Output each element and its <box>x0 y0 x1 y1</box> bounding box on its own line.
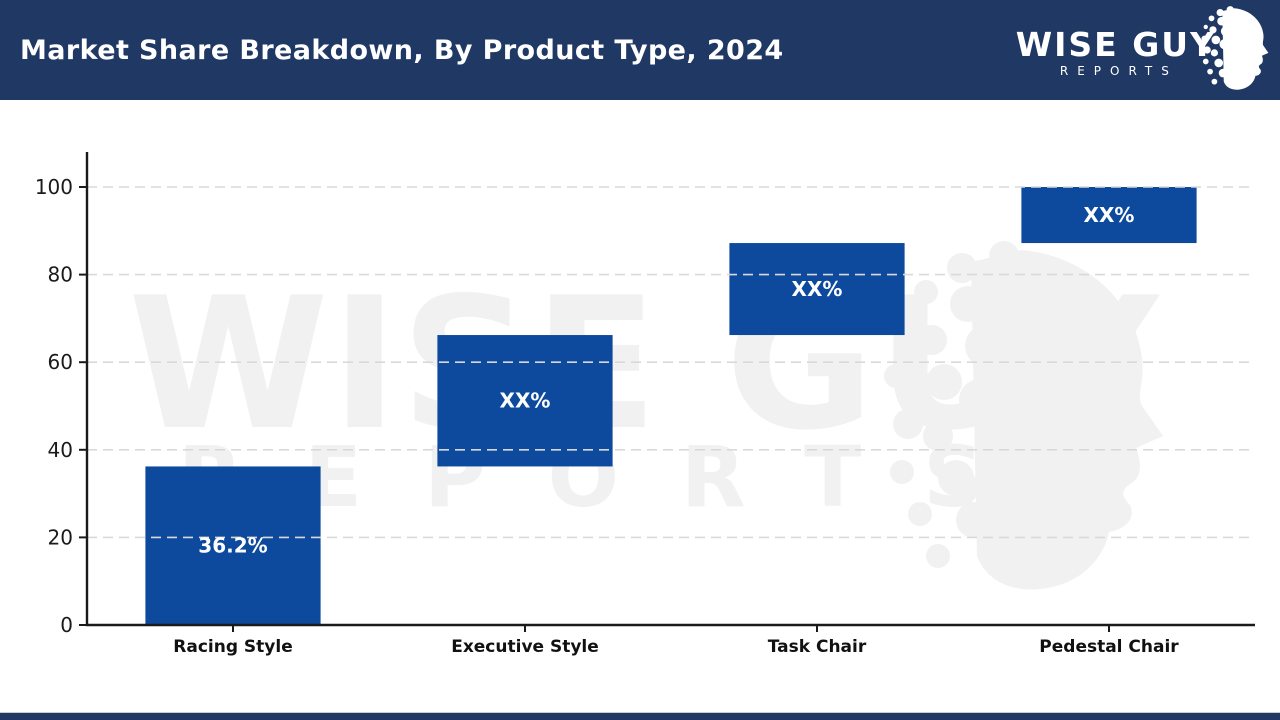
footer-hairline <box>0 712 1280 713</box>
y-tick-label-40: 40 <box>48 438 73 462</box>
bar-value-label: XX% <box>500 389 551 413</box>
logo-wordmark: WISE GUY <box>1015 25 1216 65</box>
y-tick-label-20: 20 <box>48 525 73 549</box>
x-axis-category-label: Racing Style <box>173 637 292 657</box>
bar-task-chair <box>729 243 905 336</box>
bar-executive-style <box>437 335 613 467</box>
logo-text: WISE GUY REPORTS <box>1016 28 1216 78</box>
header-bar: Market Share Breakdown, By Product Type,… <box>0 0 1280 100</box>
bar-pedestal-chair <box>1021 187 1197 244</box>
logo-subtitle: REPORTS <box>1059 63 1178 78</box>
bar-racing-style <box>145 466 321 625</box>
bar-value-label: 36.2% <box>198 534 267 558</box>
y-tick-label-80: 80 <box>48 263 73 287</box>
footer-accent-strip <box>0 713 1280 720</box>
x-axis-category-label: Executive Style <box>451 637 599 657</box>
wise-guy-reports-logo: WISE GUY REPORTS <box>1016 4 1272 96</box>
bar-value-label: XX% <box>1084 203 1135 227</box>
bar-value-label: XX% <box>792 277 843 301</box>
x-axis-category-label: Task Chair <box>768 637 867 657</box>
x-axis-category-label: Pedestal Chair <box>1039 637 1179 657</box>
logo-head-dots-icon <box>1201 6 1269 90</box>
y-tick-label-100: 100 <box>35 175 73 199</box>
watermark-head-dots-icon <box>884 241 1163 590</box>
waterfall-chart: 0 20 40 60 80 100 Racing Style 36.2% Executive S… <box>35 151 1255 657</box>
y-tick-label-60: 60 <box>48 350 73 374</box>
page-title: Market Share Breakdown, By Product Type,… <box>20 34 784 66</box>
y-tick-label-0: 0 <box>60 613 73 637</box>
